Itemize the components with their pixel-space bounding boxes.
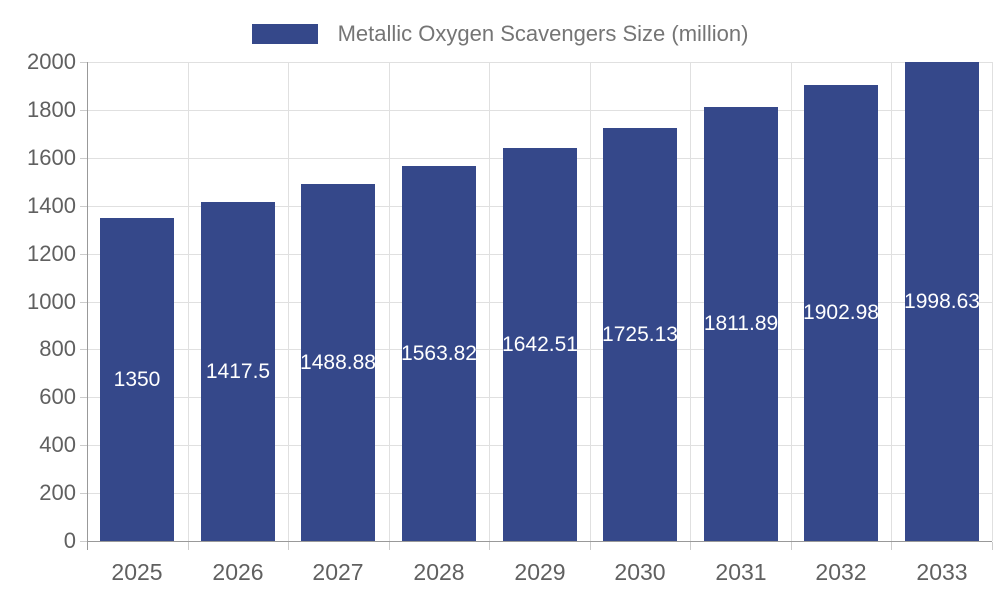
y-axis-label: 600 [39, 384, 76, 409]
y-axis-tick [80, 349, 87, 350]
bar-value-label: 1725.13 [603, 322, 677, 346]
y-axis-tick [80, 158, 87, 159]
y-axis-tick [80, 445, 87, 446]
x-axis-label-2033: 2033 [916, 559, 968, 585]
bar-2025[interactable]: 1350 [100, 218, 174, 541]
bar-value-label: 1642.51 [503, 332, 577, 356]
gridline-vertical [791, 62, 792, 541]
y-axis-label: 2000 [27, 49, 76, 74]
x-axis-tick [489, 542, 490, 550]
gridline-vertical [891, 62, 892, 541]
x-axis-tick [590, 542, 591, 550]
bar-2026[interactable]: 1417.5 [201, 202, 275, 541]
y-axis-label: 1000 [27, 289, 76, 314]
x-axis-tick [389, 542, 390, 550]
gridline-vertical [690, 62, 691, 541]
y-axis-label: 0 [63, 528, 76, 553]
x-axis-tick [690, 542, 691, 550]
gridline-horizontal [87, 62, 992, 63]
bar-value-label: 1417.5 [205, 359, 271, 383]
x-axis-label-2025: 2025 [111, 559, 163, 585]
y-axis-tick [80, 110, 87, 111]
y-axis-label: 200 [39, 480, 76, 505]
y-axis-label: 1600 [27, 145, 76, 170]
y-axis-label: 800 [39, 336, 76, 361]
y-axis-tick [80, 302, 87, 303]
y-axis-tick [80, 541, 87, 542]
x-axis-label-2026: 2026 [212, 559, 264, 585]
gridline-vertical [590, 62, 591, 541]
y-axis-label: 1200 [27, 241, 76, 266]
bar-2028[interactable]: 1563.82 [402, 166, 476, 541]
x-axis-tick [992, 542, 993, 550]
bar-2033[interactable]: 1998.63 [905, 62, 979, 541]
bar-2032[interactable]: 1902.98 [804, 85, 878, 541]
bar-value-label: 1811.89 [704, 312, 778, 335]
legend-swatch [251, 24, 318, 44]
bar-value-label: 1350 [113, 367, 161, 391]
bar-value-label: 1563.82 [402, 341, 476, 365]
gridline-horizontal [87, 110, 992, 111]
gridline-vertical [389, 62, 390, 541]
x-axis-tick [791, 542, 792, 550]
y-axis-tick [80, 493, 87, 494]
y-axis-tick [80, 62, 87, 63]
legend: Metallic Oxygen Scavengers Size (million… [0, 20, 1000, 48]
bar-2031[interactable]: 1811.89 [704, 107, 778, 541]
y-axis-label: 1400 [27, 193, 76, 218]
gridline-vertical [992, 62, 993, 541]
legend-item[interactable]: Metallic Oxygen Scavengers Size (million… [251, 20, 749, 48]
bar-value-label: 1998.63 [905, 289, 979, 313]
y-axis-line [87, 62, 88, 541]
y-axis-label: 1800 [27, 97, 76, 122]
bar-value-label: 1902.98 [804, 301, 878, 324]
bar-2027[interactable]: 1488.88 [301, 184, 375, 541]
x-axis-tick [891, 542, 892, 550]
plot-area: 1350 1417.5 1488.88 1563.82 1642.51 1725.13 18… [87, 62, 993, 541]
x-axis-label-2030: 2030 [614, 559, 666, 585]
y-axis-tick [80, 206, 87, 207]
y-axis-tick [80, 254, 87, 255]
x-axis-label-2027: 2027 [312, 559, 364, 585]
y-axis-label: 400 [39, 432, 76, 457]
x-axis-tick [288, 542, 289, 550]
x-axis-line [87, 541, 992, 542]
x-axis-tick [188, 542, 189, 550]
x-axis-tick [87, 542, 88, 550]
gridline-vertical [288, 62, 289, 541]
legend-label: Metallic Oxygen Scavengers Size (million… [337, 21, 749, 46]
bar-value-label: 1488.88 [301, 350, 375, 374]
y-axis-tick [80, 397, 87, 398]
bar-2029[interactable]: 1642.51 [503, 148, 577, 541]
x-axis-label-2029: 2029 [514, 559, 566, 585]
gridline-vertical [489, 62, 490, 541]
x-axis-label-2028: 2028 [413, 559, 465, 585]
x-axis-label-2031: 2031 [715, 559, 767, 585]
gridline-vertical [188, 62, 189, 541]
x-axis-label-2032: 2032 [815, 559, 867, 585]
bar-2030[interactable]: 1725.13 [603, 128, 677, 541]
